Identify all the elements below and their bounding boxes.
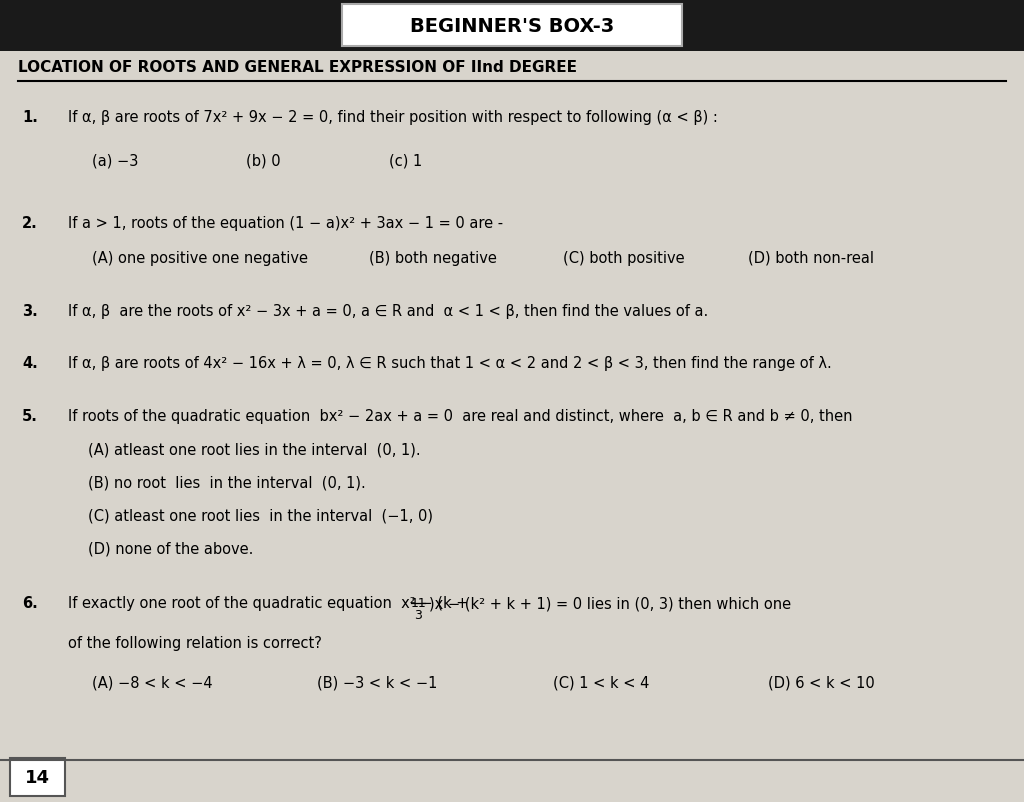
Text: (D) none of the above.: (D) none of the above. [88, 541, 253, 556]
Text: (A) −8 < k < −4: (A) −8 < k < −4 [92, 674, 213, 690]
Bar [0, 0, 1024, 52]
Text: (B) −3 < k < −1: (B) −3 < k < −1 [317, 674, 438, 690]
Text: 11: 11 [411, 597, 427, 610]
Text: (B) both negative: (B) both negative [369, 250, 497, 265]
Text: If a > 1, roots of the equation (1 − a)x² + 3ax − 1 = 0 are -: If a > 1, roots of the equation (1 − a)x… [68, 215, 503, 230]
Text: (b) 0: (b) 0 [246, 154, 281, 168]
Text: 3: 3 [414, 609, 422, 622]
Text: of the following relation is correct?: of the following relation is correct? [68, 635, 322, 650]
Text: (C) 1 < k < 4: (C) 1 < k < 4 [553, 674, 649, 690]
Text: (c) 1: (c) 1 [389, 154, 422, 168]
Bar [342, 5, 682, 47]
Text: )x − (k² + k + 1) = 0 lies in (0, 3) then which one: )x − (k² + k + 1) = 0 lies in (0, 3) the… [429, 595, 791, 610]
Text: (C) atleast one root lies  in the interval  (−1, 0): (C) atleast one root lies in the interva… [88, 508, 433, 523]
Text: 5.: 5. [22, 409, 38, 423]
Bar [10, 758, 65, 796]
Text: 2.: 2. [22, 215, 38, 230]
Text: If α, β are roots of 7x² + 9x − 2 = 0, find their position with respect to follo: If α, β are roots of 7x² + 9x − 2 = 0, f… [68, 110, 718, 125]
Text: (D) 6 < k < 10: (D) 6 < k < 10 [768, 674, 874, 690]
Text: 1.: 1. [22, 110, 38, 125]
Text: If α, β  are the roots of x² − 3x + a = 0, a ∈ R and  α < 1 < β, then find the v: If α, β are the roots of x² − 3x + a = 0… [68, 303, 709, 318]
Text: 14: 14 [25, 768, 50, 786]
Text: (C) both positive: (C) both positive [563, 250, 685, 265]
Text: 4.: 4. [22, 356, 38, 371]
Text: (A) one positive one negative: (A) one positive one negative [92, 250, 308, 265]
Text: 3.: 3. [22, 303, 38, 318]
Text: BEGINNER'S BOX-3: BEGINNER'S BOX-3 [410, 17, 614, 35]
Text: If α, β are roots of 4x² − 16x + λ = 0, λ ∈ R such that 1 < α < 2 and 2 < β < 3,: If α, β are roots of 4x² − 16x + λ = 0, … [68, 356, 831, 371]
Text: (a) −3: (a) −3 [92, 154, 138, 168]
Text: (D) both non-real: (D) both non-real [748, 250, 873, 265]
Text: LOCATION OF ROOTS AND GENERAL EXPRESSION OF IInd DEGREE: LOCATION OF ROOTS AND GENERAL EXPRESSION… [18, 60, 577, 75]
Text: 6.: 6. [22, 595, 38, 610]
Text: (A) atleast one root lies in the interval  (0, 1).: (A) atleast one root lies in the interva… [88, 442, 421, 456]
Text: If roots of the quadratic equation  bx² − 2ax + a = 0  are real and distinct, wh: If roots of the quadratic equation bx² −… [68, 409, 853, 423]
Text: (B) no root  lies  in the interval  (0, 1).: (B) no root lies in the interval (0, 1). [88, 475, 366, 489]
Text: If exactly one root of the quadratic equation  x² − (k +: If exactly one root of the quadratic equ… [68, 595, 468, 610]
